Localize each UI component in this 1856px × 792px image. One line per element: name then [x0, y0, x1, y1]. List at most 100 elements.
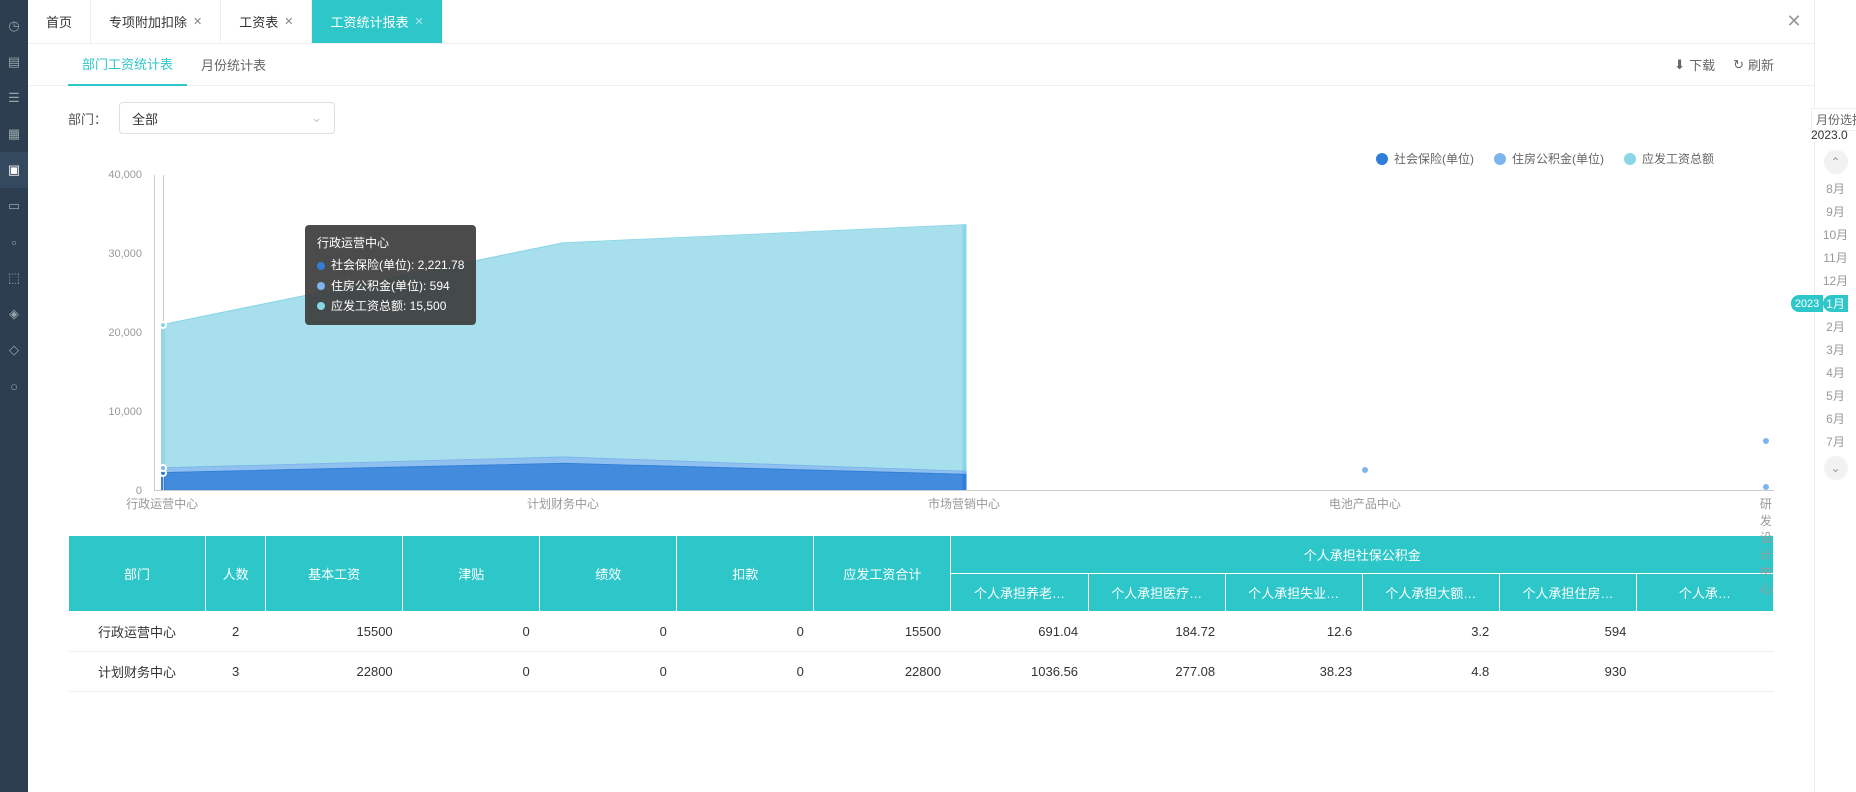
- nav-item-9[interactable]: ◈: [0, 296, 28, 332]
- cell-perf: 0: [540, 612, 677, 652]
- legend-dot-icon: [1624, 153, 1636, 165]
- filter-row: 部门： 全部 ⌄: [28, 86, 1814, 150]
- cell-p6: [1636, 612, 1773, 652]
- month-item[interactable]: 4月: [1823, 364, 1848, 381]
- month-item[interactable]: 8月: [1823, 180, 1848, 197]
- nav-item-8[interactable]: ⬚: [0, 260, 28, 296]
- cell-p1: 691.04: [951, 612, 1088, 652]
- month-item[interactable]: 5月: [1823, 387, 1848, 404]
- col-group-personal[interactable]: 个人承担社保公积金: [951, 536, 1774, 574]
- x-tick-label: 行政运营中心: [126, 495, 198, 512]
- tab-label: 专项附加扣除: [109, 12, 187, 31]
- nav-item-10[interactable]: ◇: [0, 332, 28, 368]
- subtab-dept-stats[interactable]: 部门工资统计表: [68, 44, 187, 86]
- dept-filter-label: 部门：: [68, 109, 107, 128]
- nav-item-4[interactable]: ▦: [0, 116, 28, 152]
- month-item[interactable]: 6月: [1823, 410, 1848, 427]
- x-tick-label: 计划财务中心: [527, 495, 599, 512]
- legend-label: 住房公积金(单位): [1512, 150, 1604, 167]
- salary-table: 部门 人数 基本工资 津贴 绩效 扣款 应发工资合计 个人承担社保公积金 个人承…: [68, 535, 1774, 692]
- cell-deduct: 0: [677, 612, 814, 652]
- rail-down-icon[interactable]: ⌄: [1824, 456, 1848, 480]
- y-tick-label: 30,000: [98, 248, 142, 260]
- legend-item[interactable]: 住房公积金(单位): [1494, 150, 1604, 167]
- legend-dot-icon: [1376, 153, 1388, 165]
- year-badge: 2023: [1791, 295, 1823, 312]
- download-icon: ⬇: [1674, 57, 1685, 73]
- nav-item-1[interactable]: ◷: [0, 8, 28, 44]
- cell-base: 15500: [266, 612, 403, 652]
- legend-item[interactable]: 应发工资总额: [1624, 150, 1714, 167]
- close-icon[interactable]: ✕: [415, 15, 424, 28]
- nav-item-11[interactable]: ○: [0, 368, 28, 404]
- col-deduct[interactable]: 扣款: [677, 536, 814, 612]
- download-button[interactable]: ⬇ 下载: [1674, 55, 1715, 74]
- sub-tabs: 部门工资统计表 月份统计表 ⬇ 下载 ↻ 刷新: [28, 44, 1814, 86]
- month-item[interactable]: 11月: [1823, 249, 1848, 266]
- chart-plot[interactable]: 行政运营中心 社会保险(单位): 2,221.78住房公积金(单位): 594应…: [154, 175, 1774, 491]
- tab-home[interactable]: 首页: [28, 0, 91, 43]
- cell-count: 3: [206, 652, 266, 692]
- tab-salary[interactable]: 工资表 ✕: [221, 0, 312, 43]
- month-item[interactable]: 9月: [1823, 203, 1848, 220]
- left-nav-rail: ◷ ▤ ☰ ▦ ▣ ▭ ▫ ⬚ ◈ ◇ ○: [0, 0, 28, 792]
- cell-dept: 计划财务中心: [69, 652, 206, 692]
- nav-item-3[interactable]: ☰: [0, 80, 28, 116]
- refresh-button[interactable]: ↻ 刷新: [1733, 55, 1774, 74]
- cell-p3: 12.6: [1225, 612, 1362, 652]
- month-item[interactable]: 3月: [1823, 341, 1848, 358]
- nav-item-7[interactable]: ▫: [0, 224, 28, 260]
- tab-salary-report[interactable]: 工资统计报表 ✕: [312, 0, 442, 43]
- month-item[interactable]: 1月2023: [1823, 295, 1848, 312]
- col-p2[interactable]: 个人承担医疗…: [1088, 574, 1225, 612]
- tab-special-deduct[interactable]: 专项附加扣除 ✕: [91, 0, 221, 43]
- cell-p3: 38.23: [1225, 652, 1362, 692]
- scatter-point: [1763, 484, 1769, 490]
- col-allow[interactable]: 津贴: [403, 536, 540, 612]
- col-p1[interactable]: 个人承担养老…: [951, 574, 1088, 612]
- close-icon[interactable]: ✕: [284, 15, 293, 28]
- data-table-wrap: 部门 人数 基本工资 津贴 绩效 扣款 应发工资合计 个人承担社保公积金 个人承…: [28, 535, 1814, 792]
- refresh-icon: ↻: [1733, 57, 1744, 73]
- close-app-icon[interactable]: ✕: [1774, 0, 1814, 43]
- table-row[interactable]: 计划财务中心322800000228001036.56277.0838.234.…: [69, 652, 1774, 692]
- nav-item-5[interactable]: ▣: [0, 152, 28, 188]
- table-row[interactable]: 行政运营中心21550000015500691.04184.7212.63.25…: [69, 612, 1774, 652]
- scatter-point: [1763, 438, 1769, 444]
- month-item[interactable]: 2月: [1823, 318, 1848, 335]
- subtab-label: 部门工资统计表: [82, 54, 173, 73]
- subtab-label: 月份统计表: [201, 55, 266, 74]
- select-value: 全部: [132, 109, 158, 128]
- x-tick-label: 研发设计中心: [1760, 495, 1772, 597]
- dept-select[interactable]: 全部 ⌄: [119, 102, 335, 134]
- subtab-month-stats[interactable]: 月份统计表: [187, 44, 280, 86]
- month-item[interactable]: 12月: [1823, 272, 1848, 289]
- legend-label: 应发工资总额: [1642, 150, 1714, 167]
- month-item[interactable]: 7月: [1823, 433, 1848, 450]
- scatter-point: [1362, 467, 1368, 473]
- col-base[interactable]: 基本工资: [266, 536, 403, 612]
- y-tick-label: 10,000: [98, 406, 142, 418]
- legend-item[interactable]: 社会保险(单位): [1376, 150, 1474, 167]
- close-icon[interactable]: ✕: [193, 15, 202, 28]
- col-perf[interactable]: 绩效: [540, 536, 677, 612]
- cell-p5: 930: [1499, 652, 1636, 692]
- cell-p1: 1036.56: [951, 652, 1088, 692]
- col-p3[interactable]: 个人承担失业…: [1225, 574, 1362, 612]
- col-total[interactable]: 应发工资合计: [814, 536, 951, 612]
- rail-year: 2023.0: [1811, 128, 1848, 142]
- cell-count: 2: [206, 612, 266, 652]
- chart-legend: 社会保险(单位) 住房公积金(单位) 应发工资总额: [68, 150, 1774, 167]
- cell-base: 22800: [266, 652, 403, 692]
- col-count[interactable]: 人数: [206, 536, 266, 612]
- nav-item-2[interactable]: ▤: [0, 44, 28, 80]
- col-p5[interactable]: 个人承担住房…: [1499, 574, 1636, 612]
- col-p4[interactable]: 个人承担大额…: [1362, 574, 1499, 612]
- col-dept[interactable]: 部门: [69, 536, 206, 612]
- nav-item-6[interactable]: ▭: [0, 188, 28, 224]
- col-p6[interactable]: 个人承…: [1636, 574, 1773, 612]
- rail-up-icon[interactable]: ⌃: [1824, 150, 1848, 174]
- legend-label: 社会保险(单位): [1394, 150, 1474, 167]
- month-rail: 月份选择 2023.0 ⌃ 8月9月10月11月12月1月20232月3月4月5…: [1814, 0, 1856, 792]
- month-item[interactable]: 10月: [1823, 226, 1848, 243]
